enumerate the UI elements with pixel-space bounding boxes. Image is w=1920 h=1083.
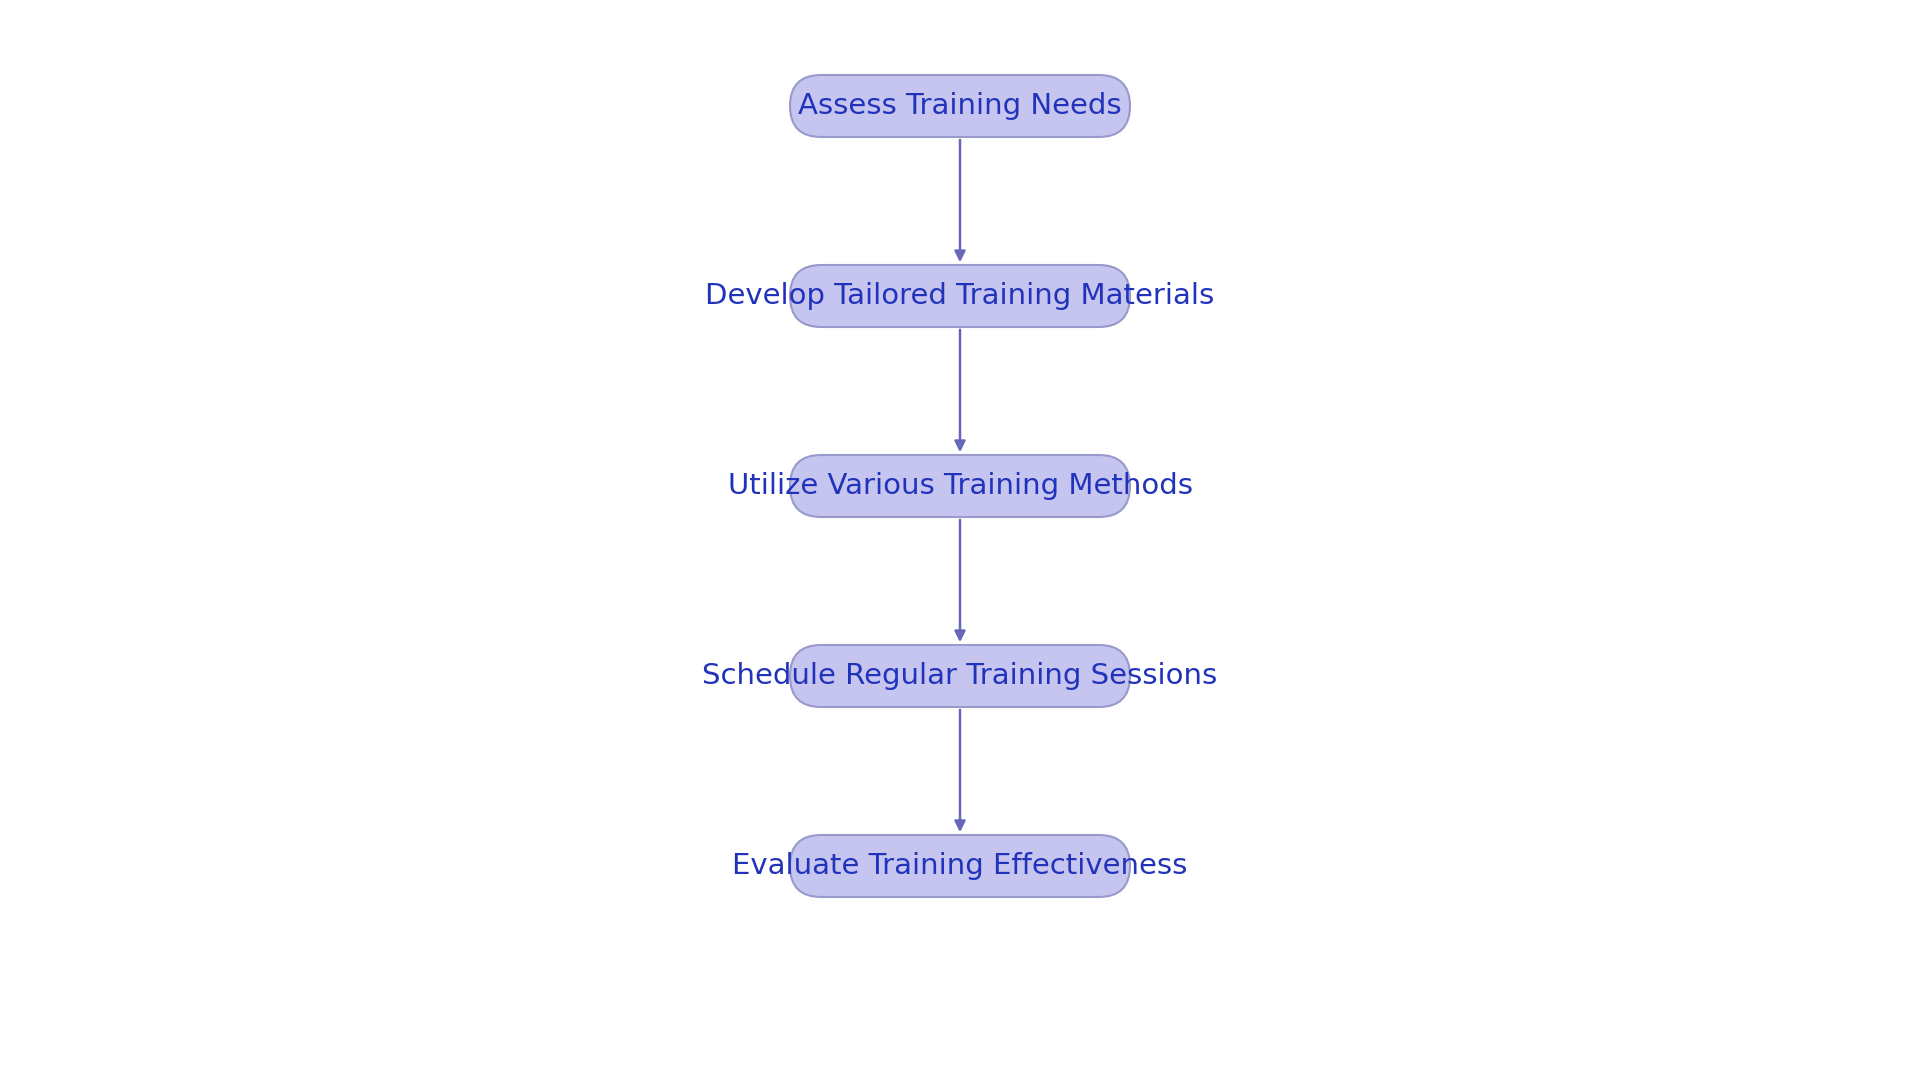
FancyBboxPatch shape: [789, 835, 1131, 897]
Text: Schedule Regular Training Sessions: Schedule Regular Training Sessions: [703, 662, 1217, 690]
Text: Assess Training Needs: Assess Training Needs: [799, 92, 1121, 120]
Text: Utilize Various Training Methods: Utilize Various Training Methods: [728, 472, 1192, 500]
FancyBboxPatch shape: [789, 75, 1131, 138]
Text: Develop Tailored Training Materials: Develop Tailored Training Materials: [705, 282, 1215, 310]
FancyBboxPatch shape: [789, 645, 1131, 707]
FancyBboxPatch shape: [789, 265, 1131, 327]
FancyBboxPatch shape: [789, 455, 1131, 517]
Text: Evaluate Training Effectiveness: Evaluate Training Effectiveness: [732, 852, 1188, 880]
